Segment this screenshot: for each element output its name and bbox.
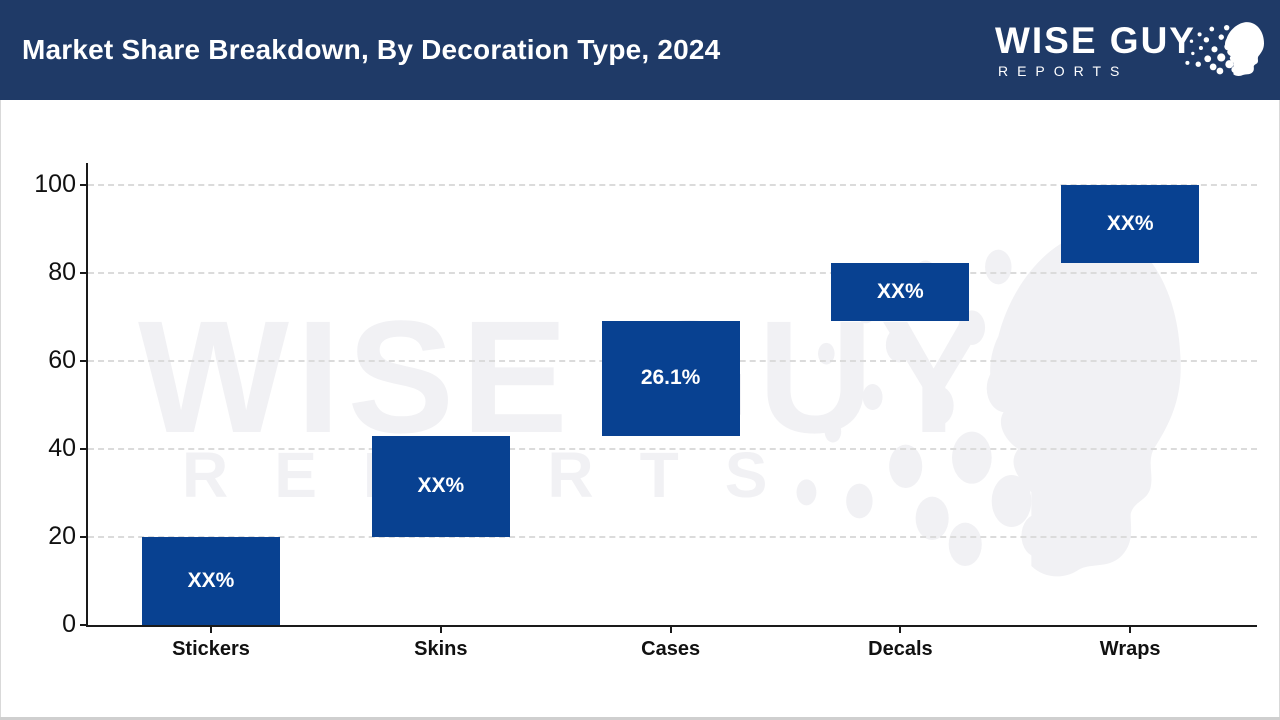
x-axis-tick xyxy=(899,625,902,633)
brand-subtitle: REPORTS xyxy=(997,62,1129,79)
bar-value-label: XX% xyxy=(187,569,235,592)
y-axis-tick-label: 60 xyxy=(48,346,76,374)
gridline xyxy=(88,448,1257,450)
y-axis-tick-label: 20 xyxy=(48,522,76,550)
bar-value-label: XX% xyxy=(877,279,924,303)
gridline xyxy=(88,536,1257,538)
y-axis-tick-label: 40 xyxy=(48,434,76,462)
x-axis-tick xyxy=(439,625,442,633)
bar-decals: XX% xyxy=(831,262,970,321)
x-axis-line xyxy=(86,625,1257,627)
y-axis-tick-label: 100 xyxy=(34,170,76,198)
y-axis-tick xyxy=(80,360,88,362)
brand-head-icon xyxy=(1185,22,1265,76)
bar-value-label: XX% xyxy=(1106,211,1154,235)
bar-stickers: XX% xyxy=(142,537,280,625)
x-axis-category-label: Wraps xyxy=(1099,638,1161,660)
y-axis-tick-label: 0 xyxy=(62,610,76,638)
x-axis-tick xyxy=(669,625,672,633)
gridline xyxy=(88,272,1257,274)
bar-value-label: 26.1% xyxy=(640,366,701,390)
bar-skins: XX% xyxy=(371,435,510,537)
x-axis-category-label: Cases xyxy=(641,638,701,660)
bar-wraps: XX% xyxy=(1061,185,1200,263)
y-axis-tick xyxy=(80,448,88,450)
gridline xyxy=(88,184,1257,186)
y-axis-tick xyxy=(80,624,88,626)
brand-logo: WISE GUY REPORTS xyxy=(995,6,1280,94)
y-axis-tick xyxy=(80,272,88,274)
bar-value-label: XX% xyxy=(417,474,465,498)
x-axis-category-label: Decals xyxy=(868,638,933,660)
y-axis-tick-label: 80 xyxy=(48,258,76,286)
watermark-head-icon xyxy=(796,231,1181,577)
brand-logo-text: WISE GUY REPORTS xyxy=(995,22,1196,79)
x-axis-category-label: Skins xyxy=(414,638,468,660)
header-bar: Market Share Breakdown, By Decoration Ty… xyxy=(0,0,1280,100)
x-axis-category-label: Stickers xyxy=(172,638,250,660)
bar-cases: 26.1% xyxy=(601,320,740,436)
brand-name: WISE GUY xyxy=(994,19,1196,61)
x-axis-tick xyxy=(1129,625,1132,633)
page-title: Market Share Breakdown, By Decoration Ty… xyxy=(22,34,721,65)
x-axis-tick xyxy=(210,625,212,633)
y-axis-tick xyxy=(80,536,88,538)
y-axis-tick xyxy=(80,184,88,186)
y-axis-line xyxy=(86,163,88,627)
